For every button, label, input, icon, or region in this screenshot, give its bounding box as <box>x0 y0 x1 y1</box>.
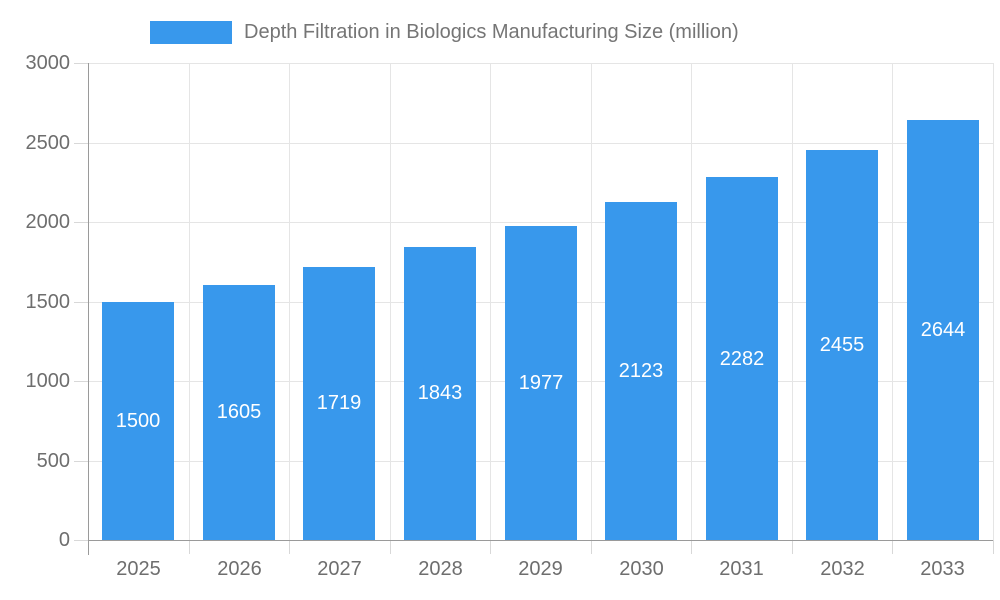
v-gridline <box>189 63 190 540</box>
x-axis-tick-label: 2027 <box>317 558 362 580</box>
x-axis-tick <box>892 540 893 554</box>
v-gridline <box>691 63 692 540</box>
y-axis-tick-label: 2500 <box>25 131 71 154</box>
y-axis-tick-label: 1500 <box>25 290 71 313</box>
y-axis-tick-label: 3000 <box>25 52 71 74</box>
v-gridline <box>993 63 994 540</box>
y-axis-tick <box>74 460 88 462</box>
y-axis-tick-label: 0 <box>58 529 70 551</box>
bar-2028[interactable]: 1843 <box>404 246 476 540</box>
bar-value-label: 2282 <box>719 347 765 370</box>
x-axis-tick-label: 2030 <box>619 558 664 580</box>
v-gridline <box>591 63 592 540</box>
bar-value-label: 1500 <box>115 409 161 432</box>
x-axis-tick-label: 2031 <box>719 558 764 580</box>
v-gridline <box>792 63 793 540</box>
x-axis-line <box>88 540 993 541</box>
legend-swatch <box>150 20 232 44</box>
bar-value-label: 2455 <box>819 333 865 356</box>
bar-value-label: 1719 <box>316 392 362 415</box>
bar-2026[interactable]: 1605 <box>203 284 275 540</box>
h-gridline <box>88 63 993 64</box>
bar-value-label: 2123 <box>618 360 664 383</box>
bar-2030[interactable]: 2123 <box>605 202 677 540</box>
y-axis-tick <box>74 222 88 223</box>
y-axis-tick <box>74 301 88 303</box>
v-gridline <box>289 63 290 540</box>
y-axis-tick-label: 2000 <box>25 211 71 233</box>
bar-2029[interactable]: 1977 <box>505 225 577 540</box>
v-gridline <box>490 63 491 540</box>
y-axis-tick <box>74 381 88 382</box>
x-axis-tick <box>993 540 994 554</box>
x-axis-tick <box>792 540 793 554</box>
h-gridline <box>88 222 993 223</box>
legend-label: Depth Filtration in Biologics Manufactur… <box>244 21 739 43</box>
y-axis-tick-label: 500 <box>36 449 70 472</box>
h-gridline <box>88 142 993 144</box>
x-axis-tick-label: 2033 <box>920 558 965 580</box>
y-axis-tick <box>74 63 88 64</box>
x-axis-tick <box>591 540 592 554</box>
x-axis-tick <box>490 540 491 554</box>
x-axis-tick-label: 2028 <box>418 558 463 580</box>
x-axis-tick <box>691 540 692 554</box>
v-gridline <box>390 63 391 540</box>
bar-value-label: 1843 <box>417 382 463 405</box>
bar-2025[interactable]: 1500 <box>102 301 174 540</box>
bar-2027[interactable]: 1719 <box>303 266 375 540</box>
x-axis-tick-label: 2025 <box>116 558 161 580</box>
y-axis-tick <box>74 540 88 541</box>
legend-item[interactable]: Depth Filtration in Biologics Manufactur… <box>150 18 739 46</box>
x-axis-tick <box>189 540 190 554</box>
bar-value-label: 1977 <box>518 371 564 394</box>
bar-2031[interactable]: 2282 <box>706 177 778 540</box>
bar-value-label: 1605 <box>216 401 262 424</box>
bar-value-label: 2644 <box>920 318 966 341</box>
bar-2032[interactable]: 2455 <box>806 149 878 540</box>
y-axis-tick-label: 1000 <box>25 370 71 392</box>
y-axis-tick <box>74 142 88 144</box>
y-axis-line <box>88 63 89 555</box>
v-gridline <box>892 63 893 540</box>
x-axis-tick <box>289 540 290 554</box>
x-axis-tick-label: 2032 <box>820 558 865 580</box>
x-axis-tick <box>390 540 391 554</box>
x-axis-tick-label: 2026 <box>217 558 262 580</box>
bar-2033[interactable]: 2644 <box>907 119 979 540</box>
x-axis-tick-label: 2029 <box>518 558 563 580</box>
plot-area: 0 500 1000 1500 2000 2500 3000 1500 2025 1605 2026… <box>26 52 994 580</box>
